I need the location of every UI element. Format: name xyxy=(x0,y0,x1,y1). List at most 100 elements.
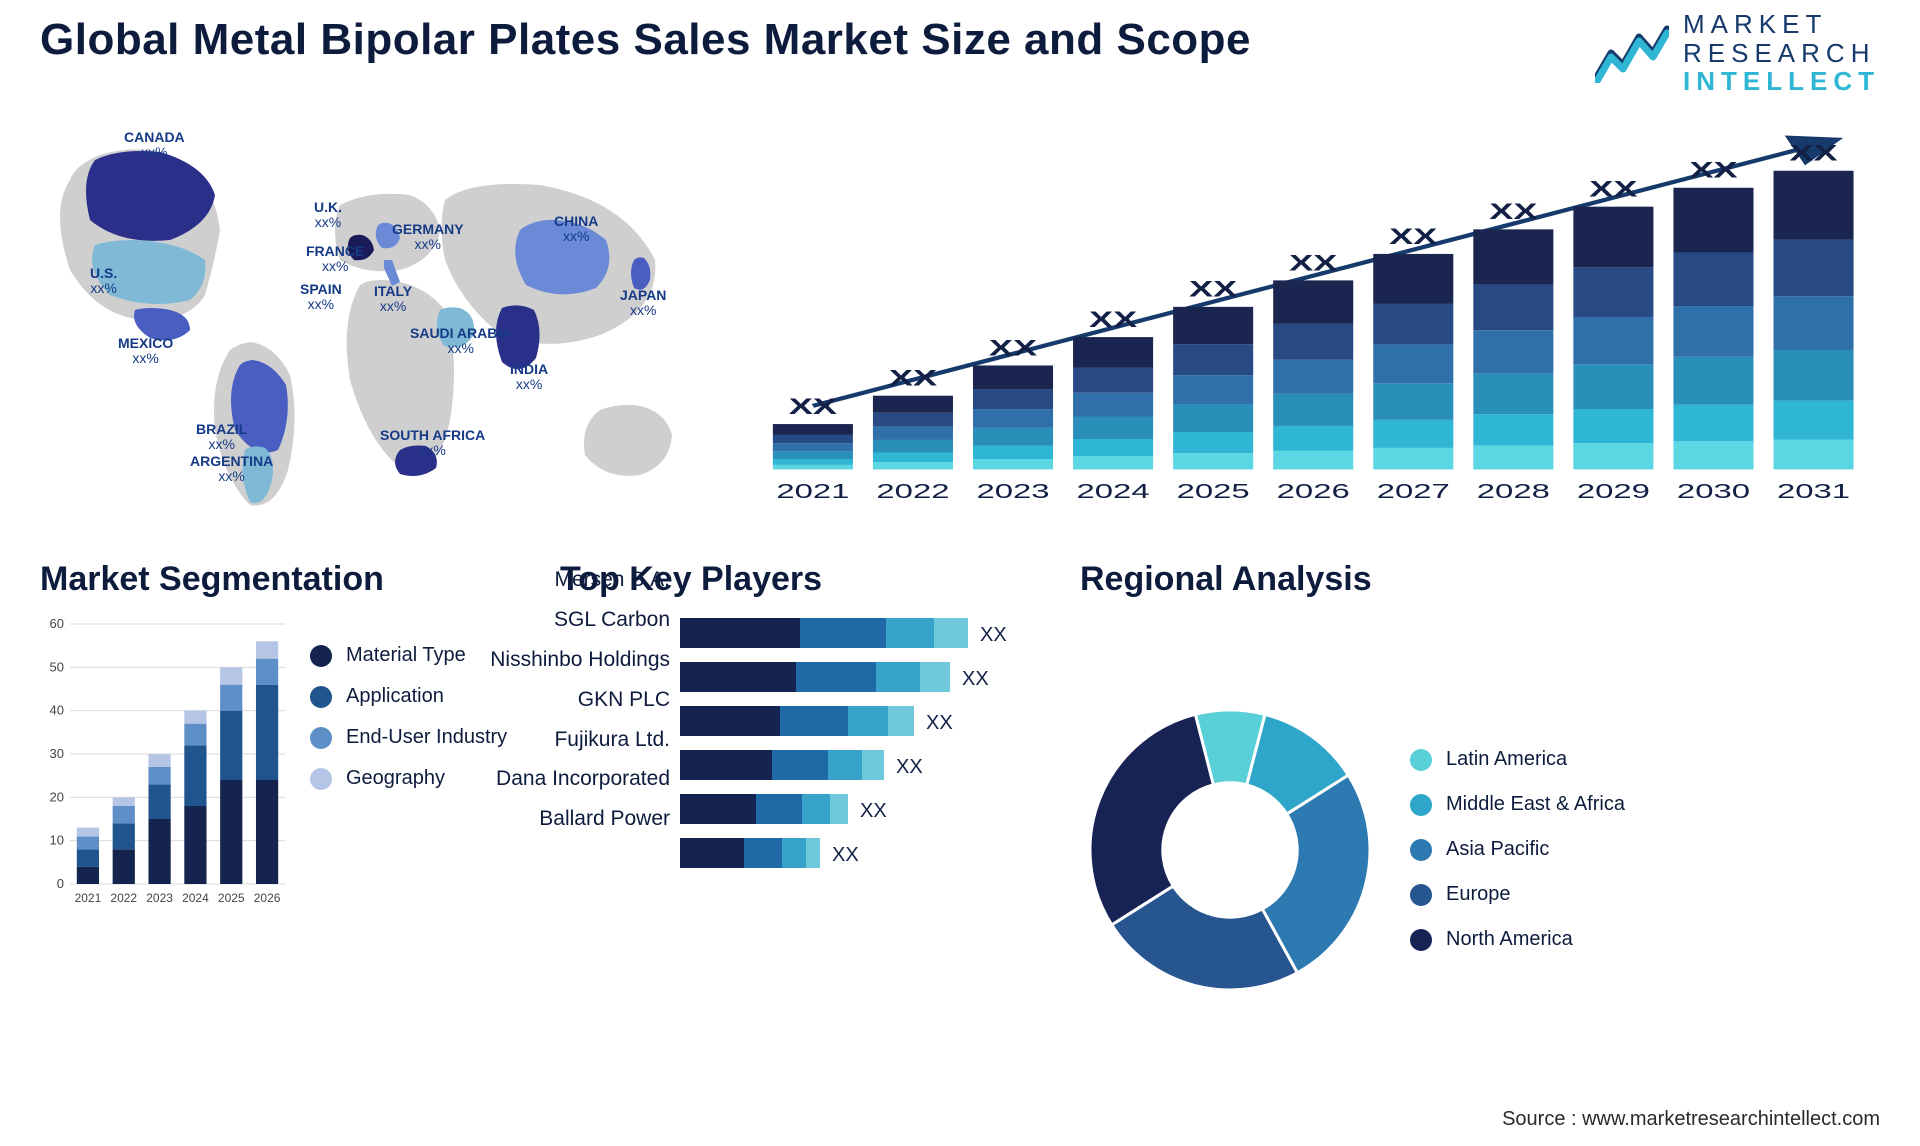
svg-text:XX: XX xyxy=(1489,200,1537,224)
legend-swatch-icon xyxy=(310,727,332,749)
svg-text:XX: XX xyxy=(896,756,923,778)
svg-text:30: 30 xyxy=(50,746,64,761)
growth-chart-panel: XX 2021 XX 2022 XX 2023 XX 2024 XX 2025 XX 2026 XX 20… xyxy=(730,110,1880,515)
svg-text:2026: 2026 xyxy=(1277,479,1350,502)
player-name: Nisshinbo Holdings xyxy=(460,640,670,680)
legend-item: Asia Pacific xyxy=(1410,838,1880,861)
legend-swatch-icon xyxy=(310,686,332,708)
map-label: U.S.xx% xyxy=(90,266,117,297)
player-name: SGL Carbon xyxy=(460,600,670,640)
svg-text:XX: XX xyxy=(1589,177,1637,201)
legend-item: North America xyxy=(1410,928,1880,951)
legend-label: Latin America xyxy=(1446,748,1567,771)
svg-text:XX: XX xyxy=(926,712,953,734)
segmentation-panel: Market Segmentation 0 10 20 30 40 50 60 2021 202… xyxy=(40,560,520,1086)
svg-text:2021: 2021 xyxy=(75,891,102,905)
regional-donut-chart xyxy=(1080,700,1380,1000)
player-name: Ballard Power xyxy=(460,799,670,839)
brand-logo: MARKET RESEARCH INTELLECT xyxy=(1595,10,1880,96)
legend-swatch-icon xyxy=(1410,749,1432,771)
svg-text:2026: 2026 xyxy=(254,891,281,905)
logo-line3: INTELLECT xyxy=(1683,67,1880,96)
svg-text:10: 10 xyxy=(50,833,64,848)
svg-text:XX: XX xyxy=(860,800,887,822)
map-label: CHINAxx% xyxy=(554,214,598,245)
legend-swatch-icon xyxy=(1410,884,1432,906)
svg-text:XX: XX xyxy=(1189,277,1237,301)
legend-swatch-icon xyxy=(1410,839,1432,861)
svg-text:60: 60 xyxy=(50,616,64,631)
logo-line1: MARKET xyxy=(1683,10,1880,39)
svg-text:XX: XX xyxy=(1789,141,1837,165)
legend-swatch-icon xyxy=(1410,929,1432,951)
svg-text:XX: XX xyxy=(962,668,989,690)
logo-line2: RESEARCH xyxy=(1683,39,1880,68)
legend-swatch-icon xyxy=(1410,794,1432,816)
svg-text:2022: 2022 xyxy=(110,891,137,905)
svg-text:2028: 2028 xyxy=(1477,479,1550,502)
player-name: Mersen S.A. xyxy=(460,560,670,600)
player-name: Dana Incorporated xyxy=(460,759,670,799)
svg-text:XX: XX xyxy=(789,395,837,419)
svg-text:XX: XX xyxy=(989,336,1037,360)
legend-label: Asia Pacific xyxy=(1446,838,1549,861)
regional-title: Regional Analysis xyxy=(1080,560,1880,599)
players-names: Mersen S.A.SGL CarbonNisshinbo HoldingsG… xyxy=(460,560,670,839)
legend-label: Middle East & Africa xyxy=(1446,793,1625,816)
svg-text:20: 20 xyxy=(50,789,64,804)
svg-text:2024: 2024 xyxy=(182,891,209,905)
regional-legend: Latin America Middle East & Africa Asia Pa… xyxy=(1410,748,1880,951)
svg-text:2027: 2027 xyxy=(1377,479,1450,502)
source-footer: Source : www.marketresearchintellect.com xyxy=(1502,1108,1880,1131)
legend-label: North America xyxy=(1446,928,1573,951)
segmentation-title: Market Segmentation xyxy=(40,560,520,599)
map-label: GERMANYxx% xyxy=(392,222,464,253)
map-label: BRAZILxx% xyxy=(196,422,247,453)
map-label: SOUTH AFRICAxx% xyxy=(380,428,485,459)
legend-label: Europe xyxy=(1446,883,1511,906)
regional-panel: Regional Analysis Latin America Middle Ea… xyxy=(1080,560,1880,1086)
players-panel: Top Key Players Mersen S.A.SGL CarbonNis… xyxy=(560,560,1040,1086)
players-chart: XXXXXXXXXXXX xyxy=(680,610,1040,900)
world-map-panel: CANADAxx%U.S.xx%MEXICOxx%BRAZILxx%ARGENT… xyxy=(40,110,700,515)
legend-label: Material Type xyxy=(346,644,466,667)
map-label: CANADAxx% xyxy=(124,130,185,161)
svg-text:XX: XX xyxy=(1289,251,1337,275)
svg-text:0: 0 xyxy=(57,876,64,891)
svg-text:2021: 2021 xyxy=(776,479,849,502)
svg-text:2023: 2023 xyxy=(976,479,1049,502)
svg-text:XX: XX xyxy=(1089,308,1137,332)
legend-item: Middle East & Africa xyxy=(1410,793,1880,816)
svg-text:2024: 2024 xyxy=(1077,479,1150,502)
map-label: SAUDI ARABIAxx% xyxy=(410,326,511,357)
map-label: ITALYxx% xyxy=(374,284,412,315)
map-label: MEXICOxx% xyxy=(118,336,173,367)
map-label: FRANCExx% xyxy=(306,244,364,275)
svg-text:2025: 2025 xyxy=(1177,479,1250,502)
map-label: JAPANxx% xyxy=(620,288,666,319)
svg-text:XX: XX xyxy=(889,366,937,390)
svg-text:40: 40 xyxy=(50,703,64,718)
legend-label: Geography xyxy=(346,767,445,790)
svg-text:XX: XX xyxy=(1689,158,1737,182)
svg-text:XX: XX xyxy=(980,624,1007,646)
legend-item: Latin America xyxy=(1410,748,1880,771)
svg-text:2029: 2029 xyxy=(1577,479,1650,502)
map-label: U.K.xx% xyxy=(314,200,342,231)
legend-swatch-icon xyxy=(310,768,332,790)
map-label: INDIAxx% xyxy=(510,362,548,393)
growth-chart: XX 2021 XX 2022 XX 2023 XX 2024 XX 2025 XX 2026 XX 20… xyxy=(730,110,1880,515)
svg-text:2022: 2022 xyxy=(876,479,949,502)
svg-text:2023: 2023 xyxy=(146,891,173,905)
svg-text:50: 50 xyxy=(50,659,64,674)
legend-swatch-icon xyxy=(310,645,332,667)
logo-mark-icon xyxy=(1595,23,1669,83)
page-title: Global Metal Bipolar Plates Sales Market… xyxy=(40,15,1251,65)
player-name: GKN PLC xyxy=(460,680,670,720)
world-map xyxy=(40,110,700,515)
svg-text:2031: 2031 xyxy=(1777,479,1850,502)
svg-text:XX: XX xyxy=(832,844,859,866)
legend-label: Application xyxy=(346,685,444,708)
legend-item: Europe xyxy=(1410,883,1880,906)
segmentation-chart: 0102030405060202120222023202420252026 xyxy=(40,614,290,914)
